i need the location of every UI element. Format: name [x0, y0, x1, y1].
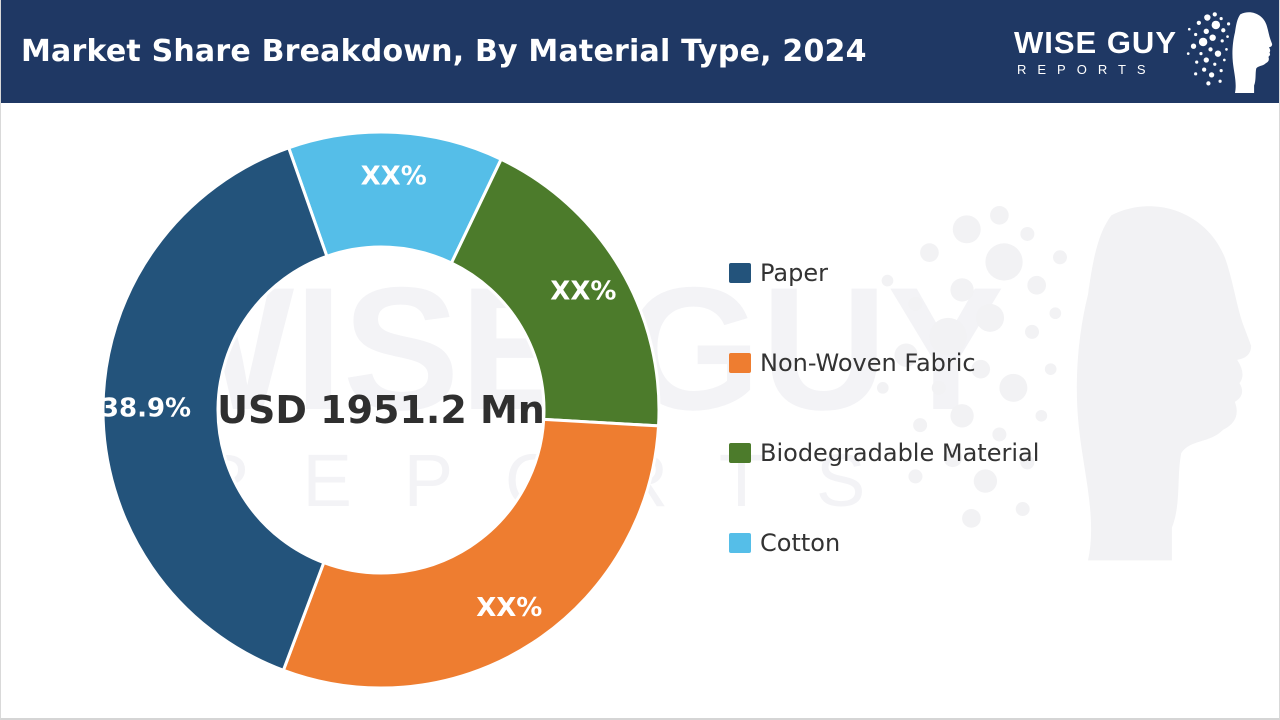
legend-item-cotton: Cotton — [729, 528, 1039, 557]
segment-percent-label-cotton: XX% — [361, 161, 427, 191]
legend-item-biodegradable-material: Biodegradable Material — [729, 438, 1040, 467]
legend-label: Cotton — [760, 528, 841, 557]
legend-label: Biodegradable Material — [760, 438, 1040, 467]
chart-center-value: USD 1951.2 Mn — [217, 388, 545, 432]
logo-wordmark: WISE GUY — [1013, 24, 1177, 60]
logo-reports-text: REPORTS — [1016, 61, 1157, 77]
legend-item-non-woven-fabric: Non-Woven Fabric — [729, 348, 1039, 377]
chart-legend: Paper Non-Woven Fabric Biodegradable Mater… — [729, 258, 1040, 557]
logo-face-icon — [1186, 12, 1273, 93]
donut-segment-paper — [101, 146, 329, 672]
header-bar: Market Share Breakdown, By Material Type… — [1, 0, 1279, 103]
donut-segment-non-woven-fabric — [281, 417, 661, 690]
segment-percent-label-biodegradable-material: XX% — [550, 277, 616, 307]
legend-swatch — [729, 262, 751, 283]
donut-chart: USD 1951.2 Mn 38.9% XX% XX% XX% — [101, 130, 661, 690]
page-title: Market Share Breakdown, By Material Type… — [21, 34, 867, 69]
donut-segment-biodegradable-material — [449, 157, 661, 428]
legend-label: Non-Woven Fabric — [760, 348, 976, 377]
segment-percent-label-paper: 38.9% — [101, 394, 191, 424]
legend-swatch — [729, 532, 751, 553]
legend-swatch — [729, 442, 751, 463]
segment-percent-label-non-woven-fabric: XX% — [476, 593, 542, 623]
legend-swatch — [729, 352, 751, 373]
legend-label: Paper — [760, 258, 828, 287]
legend-item-paper: Paper — [729, 258, 1039, 287]
wise-guy-reports-logo: WISE GUY REPORTS — [1014, 0, 1275, 103]
